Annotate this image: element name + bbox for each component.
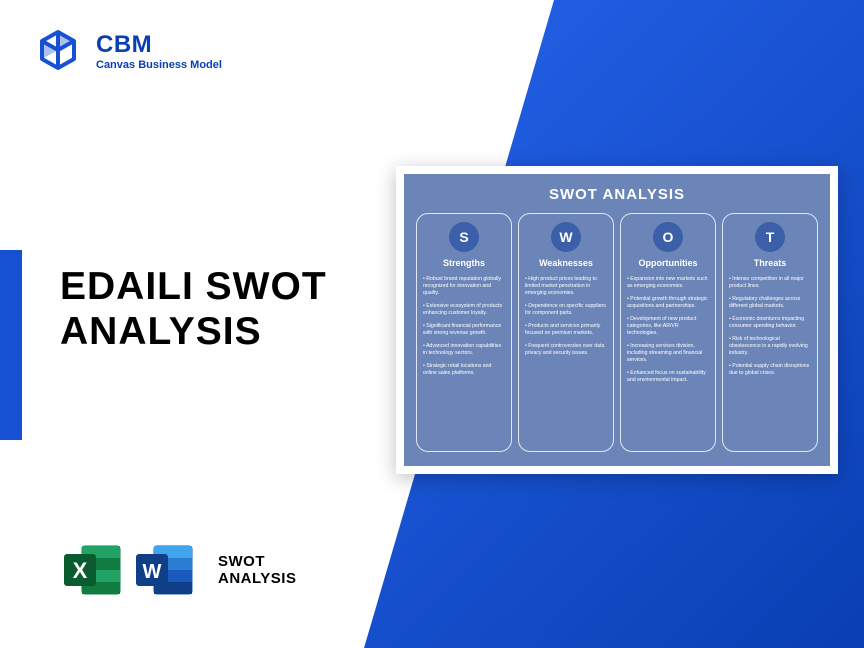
swot-item: • Strategic retail locations and online … [423,363,505,377]
swot-column: O Opportunities • Expansion into new marke… [620,213,716,452]
swot-item: • Dependence on specific suppliers for c… [525,303,607,317]
format-line-2: ANALYSIS [218,570,296,587]
brand-name: CBM [96,33,222,57]
title-line-2: ANALYSIS [60,310,327,355]
swot-item: • Robust brand reputation globally recog… [423,276,505,297]
swot-items: • Intense competition in all major produ… [729,276,811,383]
swot-item: • Advanced innovation capabilities in te… [423,343,505,357]
swot-item: • Expansion into new markets such as eme… [627,276,709,290]
swot-badge: S [449,222,479,252]
brand-logo-block: CBM Canvas Business Model [34,28,222,76]
swot-item: • Products and services primarily focuse… [525,323,607,337]
swot-item: • Risk of technological obsolescence in … [729,336,811,357]
word-icon: W [132,538,196,602]
swot-item: • Enhanced focus on sustainability and e… [627,370,709,384]
swot-items: • Expansion into new markets such as eme… [627,276,709,390]
swot-heading: Strengths [443,258,485,268]
swot-item: • Significant financial performance with… [423,323,505,337]
swot-item: • Intense competition in all major produ… [729,276,811,290]
excel-icon: X [60,538,124,602]
brand-tagline: Canvas Business Model [96,59,222,71]
swot-badge: T [755,222,785,252]
format-label: SWOT ANALYSIS [218,553,296,588]
cbm-logo-icon [34,28,82,76]
swot-item: • Increasing services division, includin… [627,343,709,364]
swot-item: • Extensive ecosystem of products enhanc… [423,303,505,317]
left-accent-bar [0,250,22,440]
swot-items: • Robust brand reputation globally recog… [423,276,505,383]
format-line-1: SWOT [218,553,296,570]
swot-heading: Opportunities [639,258,698,268]
swot-heading: Threats [754,258,787,268]
swot-item: • Regulatory challenges across different… [729,296,811,310]
swot-item: • High product prices leading to limited… [525,276,607,297]
swot-badge: O [653,222,683,252]
swot-column: W Weaknesses • High product prices leading… [518,213,614,452]
preview-title: SWOT ANALYSIS [416,186,818,203]
swot-grid: S Strengths • Robust brand reputation glob… [416,213,818,452]
main-title: EDAILI SWOT ANALYSIS [60,265,327,355]
title-line-1: EDAILI SWOT [60,265,327,310]
swot-badge: W [551,222,581,252]
swot-heading: Weaknesses [539,258,593,268]
swot-item: • Frequent controversies over data priva… [525,343,607,357]
swot-item: • Potential supply chain disruptions due… [729,363,811,377]
swot-column: T Threats • Intense competition in all maj… [722,213,818,452]
svg-text:X: X [73,558,88,583]
swot-item: • Economic downturns impacting consumer … [729,316,811,330]
swot-column: S Strengths • Robust brand reputation glob… [416,213,512,452]
swot-items: • High product prices leading to limited… [525,276,607,363]
swot-item: • Development of new product categories,… [627,316,709,337]
svg-text:W: W [143,561,162,583]
swot-preview-card: SWOT ANALYSIS S Strengths • Robust brand r… [396,166,838,474]
swot-item: • Potential growth through strategic acq… [627,296,709,310]
format-row: X W SWOT ANALYSIS [60,538,296,602]
